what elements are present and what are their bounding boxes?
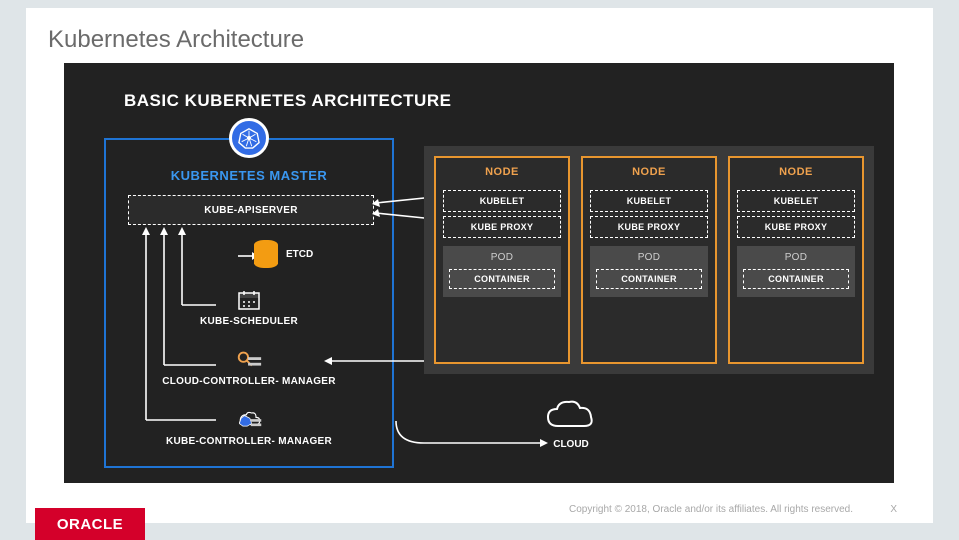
kubelet-box: KUBELET [737,190,855,212]
copyright-text: Copyright © 2018, Oracle and/or its affi… [569,504,853,515]
kubernetes-master-box: KUBERNETES MASTER KUBE-APISERVER ETCD [104,138,394,468]
master-title: KUBERNETES MASTER [106,168,392,183]
arrow-to-cloud [394,413,554,463]
pod-label: POD [449,252,555,263]
kube-proxy-box: KUBE PROXY [443,216,561,238]
pod-box: POD CONTAINER [590,246,708,297]
container-box: CONTAINER [596,269,702,289]
node-3: NODE KUBELET KUBE PROXY POD CONTAINER [728,156,864,364]
arrows-components-to-apiserver [136,225,226,435]
calendar-icon [235,288,263,312]
pod-label: POD [596,252,702,263]
cloud-label: CLOUD [544,439,598,450]
kube-apiserver-box: KUBE-APISERVER [128,195,374,225]
kubelet-box: KUBELET [590,190,708,212]
pod-box: POD CONTAINER [443,246,561,297]
node-title: NODE [730,166,862,178]
controller-icon [235,408,263,432]
pod-box: POD CONTAINER [737,246,855,297]
cloud-icon [544,398,598,434]
etcd-label: ETCD [286,249,313,260]
kube-proxy-box: KUBE PROXY [737,216,855,238]
etcd: ETCD [254,240,313,268]
node-title: NODE [436,166,568,178]
slide-title: Kubernetes Architecture [48,26,304,54]
node-2: NODE KUBELET KUBE PROXY POD CONTAINER [581,156,717,364]
diagram-title: BASIC KUBERNETES ARCHITECTURE [124,91,451,111]
slide: Kubernetes Architecture BASIC KUBERNETES… [26,8,933,523]
container-box: CONTAINER [743,269,849,289]
diagram-canvas: BASIC KUBERNETES ARCHITECTURE KUBERNETES… [64,63,894,483]
kubelet-box: KUBELET [443,190,561,212]
page-number: X [890,504,897,515]
cloud: CLOUD [544,398,598,450]
magnifier-icon [235,348,263,372]
pod-label: POD [743,252,849,263]
database-icon [254,240,278,268]
kube-controller-label: KUBE-CONTROLLER- MANAGER [166,436,332,447]
kube-proxy-box: KUBE PROXY [590,216,708,238]
node-1: NODE KUBELET KUBE PROXY POD CONTAINER [434,156,570,364]
kubernetes-logo-icon [229,118,269,158]
node-title: NODE [583,166,715,178]
container-box: CONTAINER [449,269,555,289]
oracle-logo: ORACLE [35,508,145,540]
nodes-panel: NODE KUBELET KUBE PROXY POD CONTAINER NOD… [424,146,874,374]
